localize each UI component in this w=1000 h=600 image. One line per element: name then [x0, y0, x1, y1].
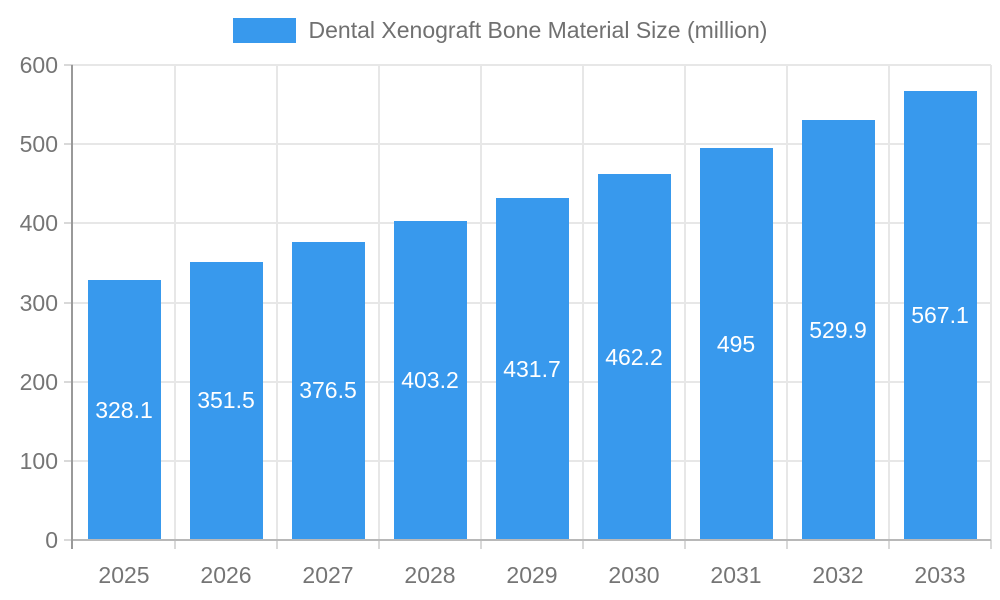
x-axis-label: 2026 — [200, 562, 252, 588]
y-tick-mark — [64, 459, 73, 462]
bar-value-label: 351.5 — [197, 387, 255, 414]
x-tick-mark — [174, 540, 176, 549]
x-tick-mark — [276, 540, 278, 549]
x-tick-mark — [378, 540, 380, 549]
bar-value-label: 328.1 — [95, 396, 153, 423]
y-axis-line — [71, 65, 73, 549]
x-axis-label: 2032 — [812, 562, 864, 588]
h-gridline — [73, 64, 991, 66]
x-axis-label: 2030 — [608, 562, 660, 588]
bar-value-label: 376.5 — [299, 377, 357, 404]
v-gridline — [888, 65, 890, 540]
x-axis-label: 2027 — [302, 562, 354, 588]
x-tick-mark — [684, 540, 686, 549]
v-gridline — [174, 65, 176, 540]
v-gridline — [582, 65, 584, 540]
y-tick-mark — [64, 539, 73, 541]
bar-2027[interactable]: 376.5 — [291, 241, 365, 540]
x-axis-line — [73, 539, 991, 541]
legend[interactable]: Dental Xenograft Bone Material Size (mil… — [0, 15, 1000, 45]
bar-2025[interactable]: 328.1 — [87, 280, 161, 540]
bar-value-label: 495 — [716, 330, 756, 357]
v-gridline — [480, 65, 482, 540]
v-gridline — [990, 65, 992, 540]
plot-area: 328.1 351.5 376.5 403.2 431.7 462.2 495 529.9 56… — [73, 64, 992, 540]
x-axis-label: 2025 — [98, 562, 150, 588]
y-axis-label: 100 — [19, 447, 58, 474]
bar-2028[interactable]: 403.2 — [393, 220, 467, 540]
v-gridline — [378, 65, 380, 540]
bar-value-label: 567.1 — [911, 302, 969, 328]
x-axis-label: 2028 — [404, 562, 456, 588]
y-tick-mark — [64, 222, 73, 225]
bar-2031[interactable]: 495 — [699, 148, 773, 540]
bar-2033[interactable]: 567.1 — [903, 91, 977, 540]
legend-swatch-icon — [232, 17, 296, 43]
x-tick-mark — [990, 540, 992, 549]
y-axis-label: 400 — [19, 210, 58, 237]
y-axis-label: 500 — [19, 131, 58, 158]
bar-2026[interactable]: 351.5 — [189, 261, 263, 540]
x-tick-mark — [480, 540, 482, 549]
y-tick-mark — [64, 301, 73, 304]
x-axis-label: 2031 — [710, 562, 762, 588]
v-gridline — [684, 65, 686, 540]
bar-value-label: 431.7 — [503, 355, 561, 382]
y-axis-label: 300 — [19, 289, 58, 316]
bar-2029[interactable]: 431.7 — [495, 198, 569, 540]
bar-2030[interactable]: 462.2 — [597, 174, 671, 540]
y-axis-label: 600 — [19, 52, 58, 78]
x-axis-label: 2029 — [506, 562, 558, 588]
y-axis-label: 200 — [19, 368, 58, 395]
v-gridline — [786, 65, 788, 540]
x-axis-label: 2033 — [914, 562, 966, 588]
bar-2032[interactable]: 529.9 — [801, 120, 875, 540]
y-tick-mark — [64, 143, 73, 146]
v-gridline — [276, 65, 278, 540]
y-tick-mark — [64, 380, 73, 383]
bar-value-label: 462.2 — [605, 343, 663, 370]
y-axis-label: 0 — [45, 527, 58, 553]
x-tick-mark — [582, 540, 584, 549]
bar-value-label: 403.2 — [401, 366, 459, 393]
h-gridline — [73, 143, 991, 146]
legend-label: Dental Xenograft Bone Material Size (mil… — [308, 16, 768, 43]
y-tick-mark — [64, 64, 73, 66]
x-tick-mark — [786, 540, 788, 549]
bar-value-label: 529.9 — [809, 316, 867, 343]
x-tick-mark — [888, 540, 890, 549]
